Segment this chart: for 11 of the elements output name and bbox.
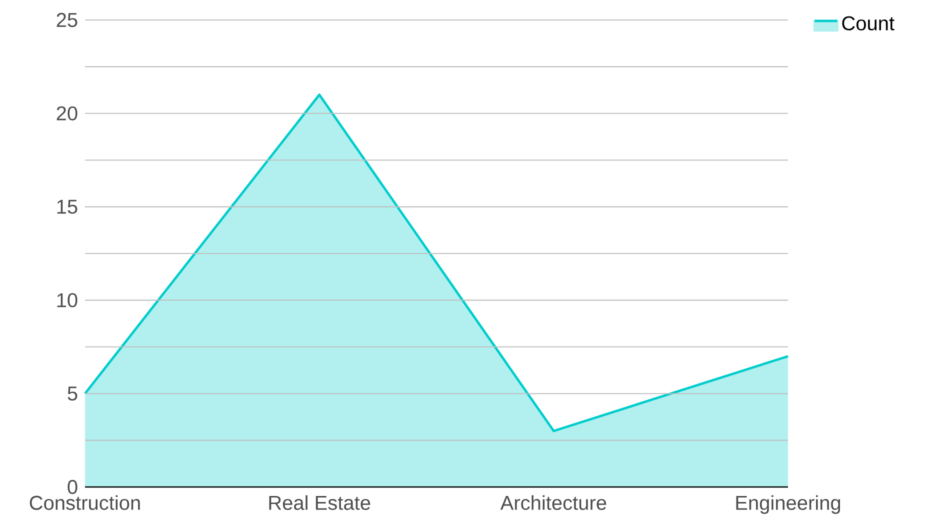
y-tick-label: 10 (57, 293, 78, 308)
x-tick-label: Construction (30, 495, 140, 510)
y-tick-label: 25 (56, 12, 78, 28)
y-tick-label: 20 (56, 106, 78, 120)
x-tick-label: Real Estate (269, 495, 370, 510)
x-tick-label: Engineering (736, 495, 840, 514)
y-tick-label: 15 (57, 200, 78, 214)
x-tick-label: Architecture (500, 495, 606, 510)
y-tick-label: 0 (68, 480, 78, 494)
legend-label: Count (842, 16, 894, 30)
y-tick-label: 5 (68, 386, 78, 401)
